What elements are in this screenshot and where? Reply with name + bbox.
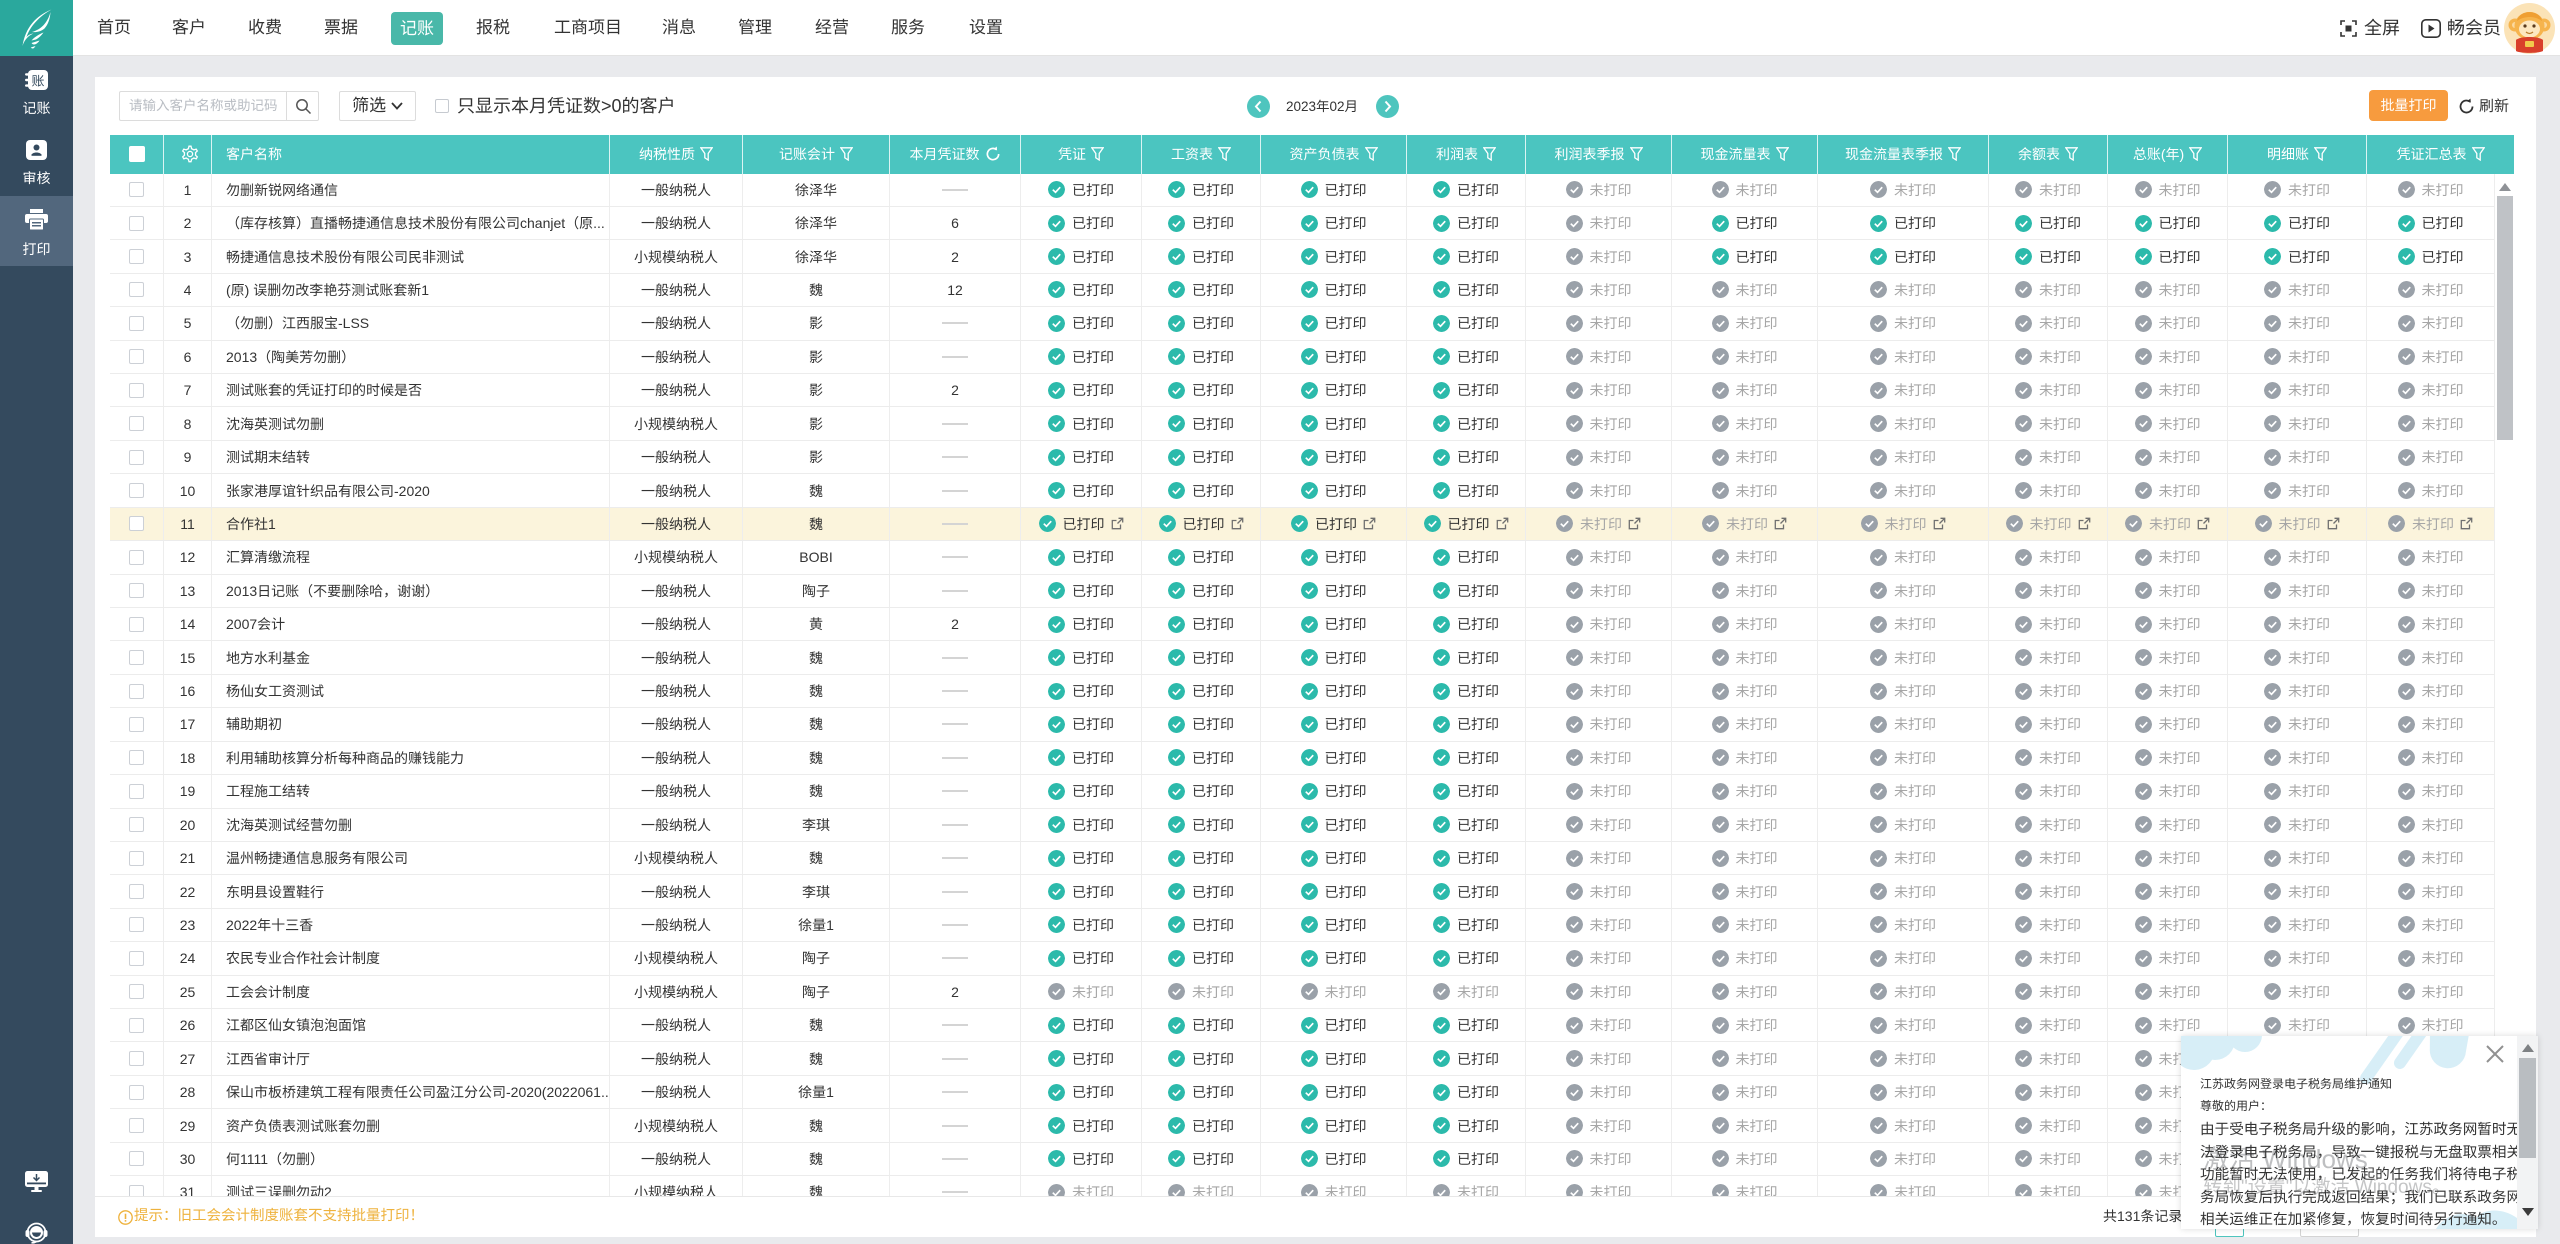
svg-text:账: 账 bbox=[31, 71, 44, 90]
